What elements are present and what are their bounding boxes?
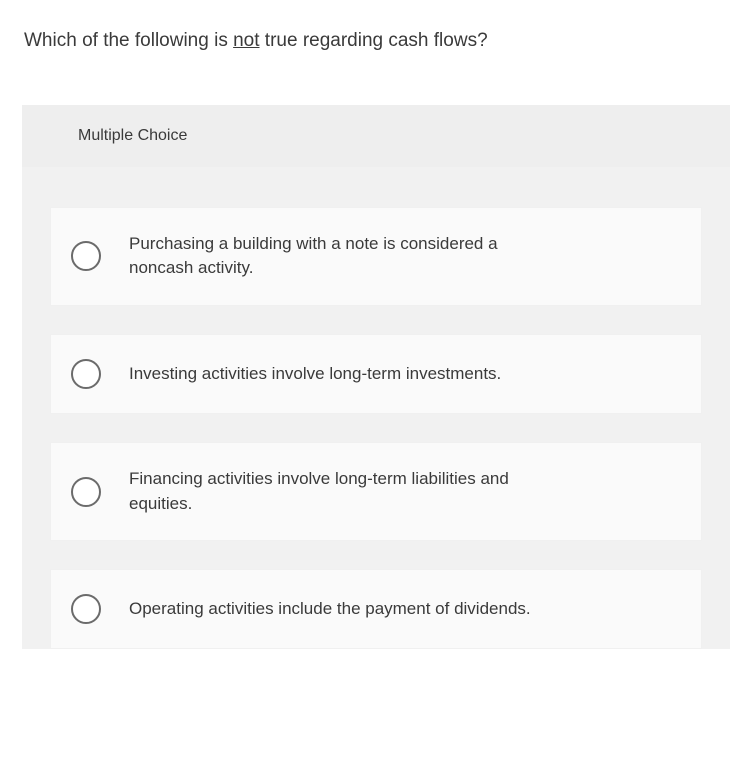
option-row[interactable]: Operating activities include the payment… [50, 569, 702, 649]
question-container: Which of the following is not true regar… [0, 0, 752, 55]
option-text: Financing activities involve long-term l… [129, 467, 549, 516]
radio-icon[interactable] [71, 477, 101, 507]
option-row[interactable]: Financing activities involve long-term l… [50, 442, 702, 541]
multiple-choice-panel: Multiple Choice Purchasing a building wi… [22, 105, 730, 650]
option-text: Purchasing a building with a note is con… [129, 232, 549, 281]
question-text: Which of the following is not true regar… [24, 28, 728, 55]
option-text: Investing activities involve long-term i… [129, 362, 501, 387]
option-row[interactable]: Purchasing a building with a note is con… [50, 207, 702, 306]
options-list: Purchasing a building with a note is con… [22, 167, 730, 650]
option-text: Operating activities include the payment… [129, 597, 531, 622]
radio-icon[interactable] [71, 594, 101, 624]
question-suffix: true regarding cash flows? [260, 30, 488, 51]
question-prefix: Which of the following is [24, 30, 233, 51]
radio-icon[interactable] [71, 241, 101, 271]
question-underlined: not [233, 30, 259, 51]
radio-icon[interactable] [71, 359, 101, 389]
option-row[interactable]: Investing activities involve long-term i… [50, 334, 702, 414]
section-header: Multiple Choice [22, 105, 730, 167]
